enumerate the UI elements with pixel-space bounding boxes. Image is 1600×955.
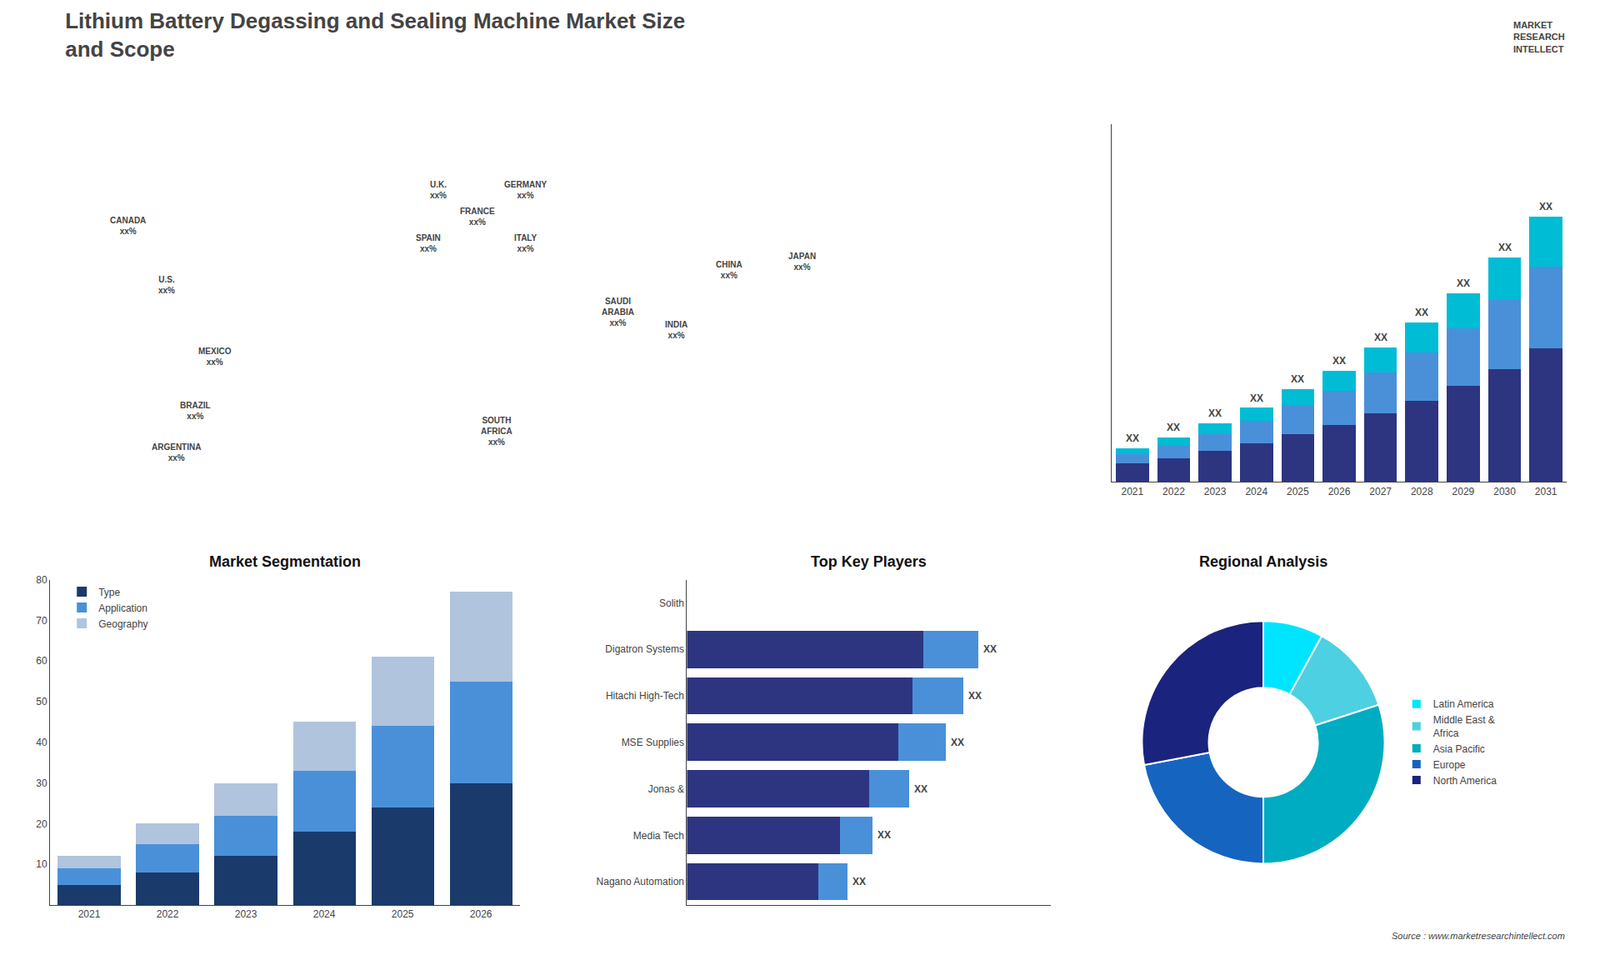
svg-text:70: 70	[35, 615, 48, 627]
svg-text:40: 40	[35, 736, 48, 749]
svg-text:Geography: Geography	[98, 618, 148, 630]
svg-text:XX: XX	[1290, 373, 1305, 385]
svg-text:2023: 2023	[235, 908, 258, 920]
svg-text:ARGENTINAxx%: ARGENTINAxx%	[151, 442, 201, 463]
svg-text:XX: XX	[1125, 432, 1140, 445]
svg-text:2022: 2022	[156, 908, 180, 920]
svg-text:Market Segmentation: Market Segmentation	[209, 553, 361, 570]
svg-text:Europe: Europe	[1433, 759, 1466, 771]
svg-text:Regional Analysis: Regional Analysis	[1199, 553, 1328, 570]
svg-text:XX: XX	[950, 736, 965, 749]
svg-text:XX: XX	[852, 875, 866, 888]
svg-text:2027: 2027	[1369, 485, 1392, 498]
svg-text:Asia Pacific: Asia Pacific	[1433, 743, 1485, 755]
svg-text:XX: XX	[914, 783, 928, 795]
svg-text:80: 80	[35, 574, 48, 586]
svg-text:Lithium Battery Degassing and: Lithium Battery Degassing and Sealing Ma…	[65, 8, 685, 62]
svg-text:Nagano Automation: Nagano Automation	[596, 875, 685, 888]
svg-text:XX: XX	[1250, 392, 1264, 405]
svg-text:Application: Application	[98, 602, 148, 615]
svg-text:Solith: Solith	[659, 597, 685, 610]
svg-text:FRANCExx%: FRANCExx%	[460, 206, 495, 227]
svg-text:CANADAxx%: CANADAxx%	[110, 215, 146, 236]
svg-text:2024: 2024	[1245, 485, 1268, 498]
svg-text:2029: 2029	[1452, 485, 1475, 498]
svg-text:North America: North America	[1433, 775, 1497, 787]
svg-text:MSE Supplies: MSE Supplies	[621, 736, 685, 749]
svg-text:Jonas &: Jonas &	[648, 783, 685, 795]
svg-text:XX: XX	[1415, 306, 1429, 319]
svg-text:XX: XX	[983, 643, 997, 655]
svg-text:2026: 2026	[470, 908, 493, 920]
svg-text:MARKETRESEARCHINTELLECT: MARKETRESEARCHINTELLECT	[1513, 20, 1565, 55]
svg-text:2022: 2022	[1162, 485, 1185, 498]
svg-text:Top Key Players: Top Key Players	[810, 553, 927, 570]
svg-text:JAPANxx%: JAPANxx%	[788, 251, 816, 272]
svg-text:XX: XX	[1374, 331, 1388, 344]
svg-text:U.K.xx%: U.K.xx%	[430, 180, 447, 200]
svg-text:Type: Type	[98, 586, 120, 599]
svg-text:2031: 2031	[1535, 485, 1558, 498]
svg-text:BRAZILxx%: BRAZILxx%	[180, 400, 211, 421]
svg-text:50: 50	[35, 695, 48, 708]
svg-text:Middle East &Africa: Middle East &Africa	[1433, 714, 1495, 740]
svg-text:2025: 2025	[391, 908, 415, 920]
svg-text:XX: XX	[1456, 277, 1470, 290]
svg-text:2021: 2021	[78, 908, 101, 920]
svg-text:2026: 2026	[1328, 485, 1351, 498]
svg-text:20: 20	[35, 818, 48, 830]
svg-text:SAUDIARABIAxx%: SAUDIARABIAxx%	[601, 296, 635, 328]
svg-text:Source : www.marketresearchint: Source : www.marketresearchintellect.com	[1391, 930, 1565, 941]
svg-text:INDIAxx%: INDIAxx%	[665, 320, 688, 340]
svg-text:10: 10	[35, 858, 48, 870]
svg-text:2025: 2025	[1286, 485, 1310, 498]
svg-text:XX: XX	[968, 690, 982, 702]
svg-text:2028: 2028	[1410, 485, 1434, 498]
svg-text:XX: XX	[877, 829, 891, 841]
svg-text:XX: XX	[1498, 241, 1512, 254]
svg-text:30: 30	[35, 777, 48, 790]
svg-text:GERMANYxx%: GERMANYxx%	[504, 180, 547, 200]
svg-text:Media Tech: Media Tech	[633, 830, 685, 842]
svg-text:XX: XX	[1539, 200, 1553, 213]
svg-text:2024: 2024	[313, 908, 336, 920]
svg-text:ITALYxx%: ITALYxx%	[514, 233, 538, 254]
svg-text:SOUTHAFRICAxx%: SOUTHAFRICAxx%	[480, 415, 513, 447]
svg-text:SPAINxx%: SPAINxx%	[415, 233, 441, 254]
svg-text:Hitachi High-Tech: Hitachi High-Tech	[605, 690, 685, 702]
svg-text:XX: XX	[1332, 355, 1346, 367]
svg-text:60: 60	[35, 655, 48, 667]
svg-text:Latin America: Latin America	[1433, 698, 1495, 710]
svg-text:MEXICOxx%: MEXICOxx%	[198, 346, 232, 367]
svg-text:2023: 2023	[1204, 485, 1227, 498]
svg-text:U.S.xx%: U.S.xx%	[158, 275, 175, 295]
svg-text:CHINAxx%: CHINAxx%	[715, 260, 743, 280]
svg-text:2021: 2021	[1120, 485, 1144, 498]
svg-text:XX: XX	[1208, 407, 1222, 420]
svg-text:XX: XX	[1166, 421, 1180, 434]
svg-text:Digatron Systems: Digatron Systems	[605, 643, 685, 655]
svg-text:2030: 2030	[1493, 485, 1516, 498]
